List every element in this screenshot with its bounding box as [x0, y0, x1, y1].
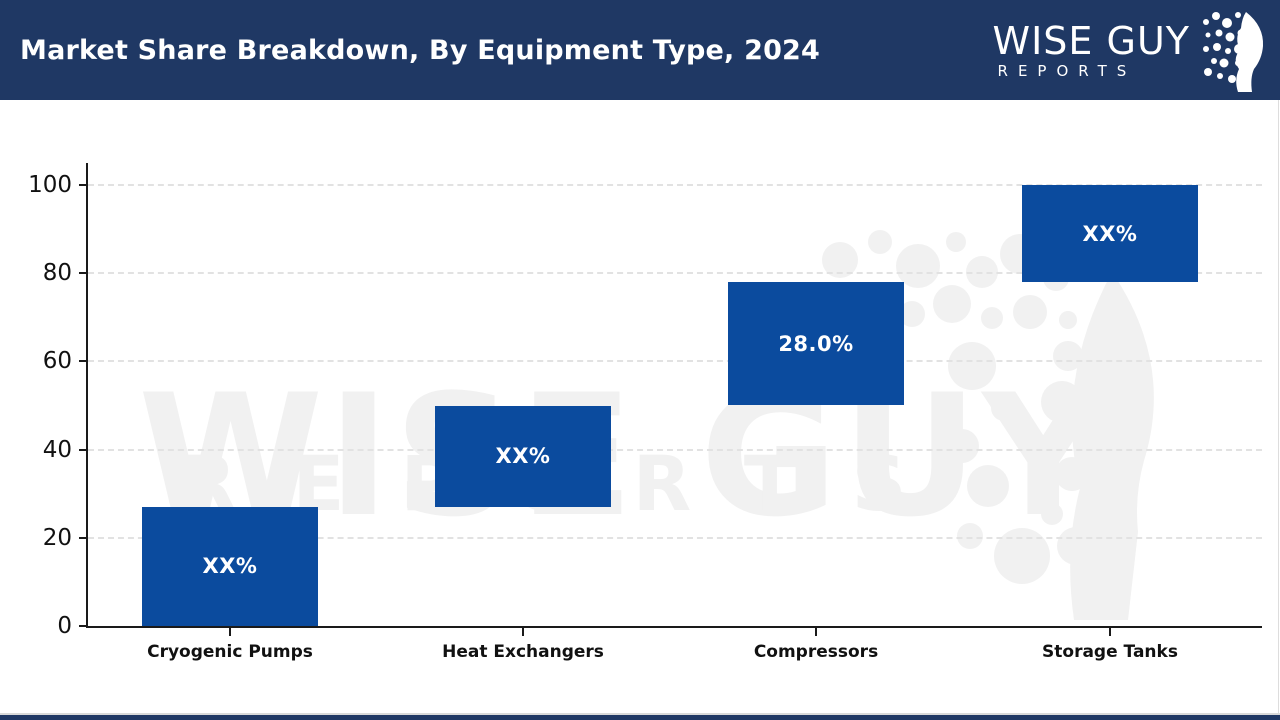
footer-bar	[0, 715, 1280, 720]
y-axis-line	[86, 163, 88, 628]
right-border	[1278, 100, 1279, 713]
ytick-label-20: 20	[42, 524, 72, 551]
wiseguy-head-icon	[1203, 12, 1264, 92]
header-bar: Market Share Breakdown, By Equipment Typ…	[0, 0, 1280, 100]
ytick-mark-40	[79, 448, 88, 451]
ytick-mark-20	[79, 536, 88, 539]
bottom-divider	[0, 713, 1280, 715]
ytick-label-100: 100	[28, 172, 72, 198]
gridline-20	[88, 536, 1262, 539]
xtick-mark-0	[229, 628, 231, 636]
xtick-label-1: Heat Exchangers	[442, 642, 604, 662]
ytick-label-0: 0	[57, 613, 72, 639]
plot-area: WISE GUY REPORTS XX%XX%28.0%XX% 02040608…	[0, 100, 1280, 714]
bar-cryogenic-pumps: XX%	[142, 506, 318, 626]
logo-wordmark: WISE GUY	[992, 18, 1190, 63]
xtick-label-0: Cryogenic Pumps	[147, 642, 313, 662]
gridline-40	[88, 448, 1262, 451]
xtick-label-3: Storage Tanks	[1042, 642, 1178, 662]
ytick-label-80: 80	[42, 260, 72, 287]
bar-value-label: XX%	[1082, 221, 1138, 246]
gridline-80	[88, 272, 1262, 275]
bar-storage-tanks: XX%	[1022, 185, 1198, 283]
xtick-label-2: Compressors	[753, 642, 879, 662]
xtick-mark-3	[1109, 628, 1111, 636]
bar-value-label: XX%	[495, 444, 551, 469]
xtick-mark-2	[815, 628, 817, 636]
bar-compressors: 28.0%	[728, 282, 904, 406]
bar-value-label: 28.0%	[778, 331, 854, 356]
ytick-mark-60	[79, 360, 88, 363]
chart-title: Market Share Breakdown, By Equipment Typ…	[20, 34, 821, 66]
xtick-mark-1	[522, 628, 524, 636]
x-axis-line	[86, 626, 1262, 628]
bar-heat-exchangers: XX%	[435, 405, 611, 507]
wiseguy-logo: WISE GUY REPORTS	[993, 8, 1266, 92]
logo-text: WISE GUY REPORTS	[993, 22, 1190, 79]
ytick-mark-100	[79, 184, 88, 186]
gridline-100	[88, 184, 1262, 186]
bar-value-label: XX%	[202, 554, 258, 579]
gridline-60	[88, 360, 1262, 363]
logo-subtitle: REPORTS	[997, 61, 1137, 80]
ytick-label-40: 40	[42, 436, 72, 463]
ytick-mark-0	[79, 625, 88, 627]
ytick-mark-80	[79, 272, 88, 275]
ytick-label-60: 60	[42, 348, 72, 375]
